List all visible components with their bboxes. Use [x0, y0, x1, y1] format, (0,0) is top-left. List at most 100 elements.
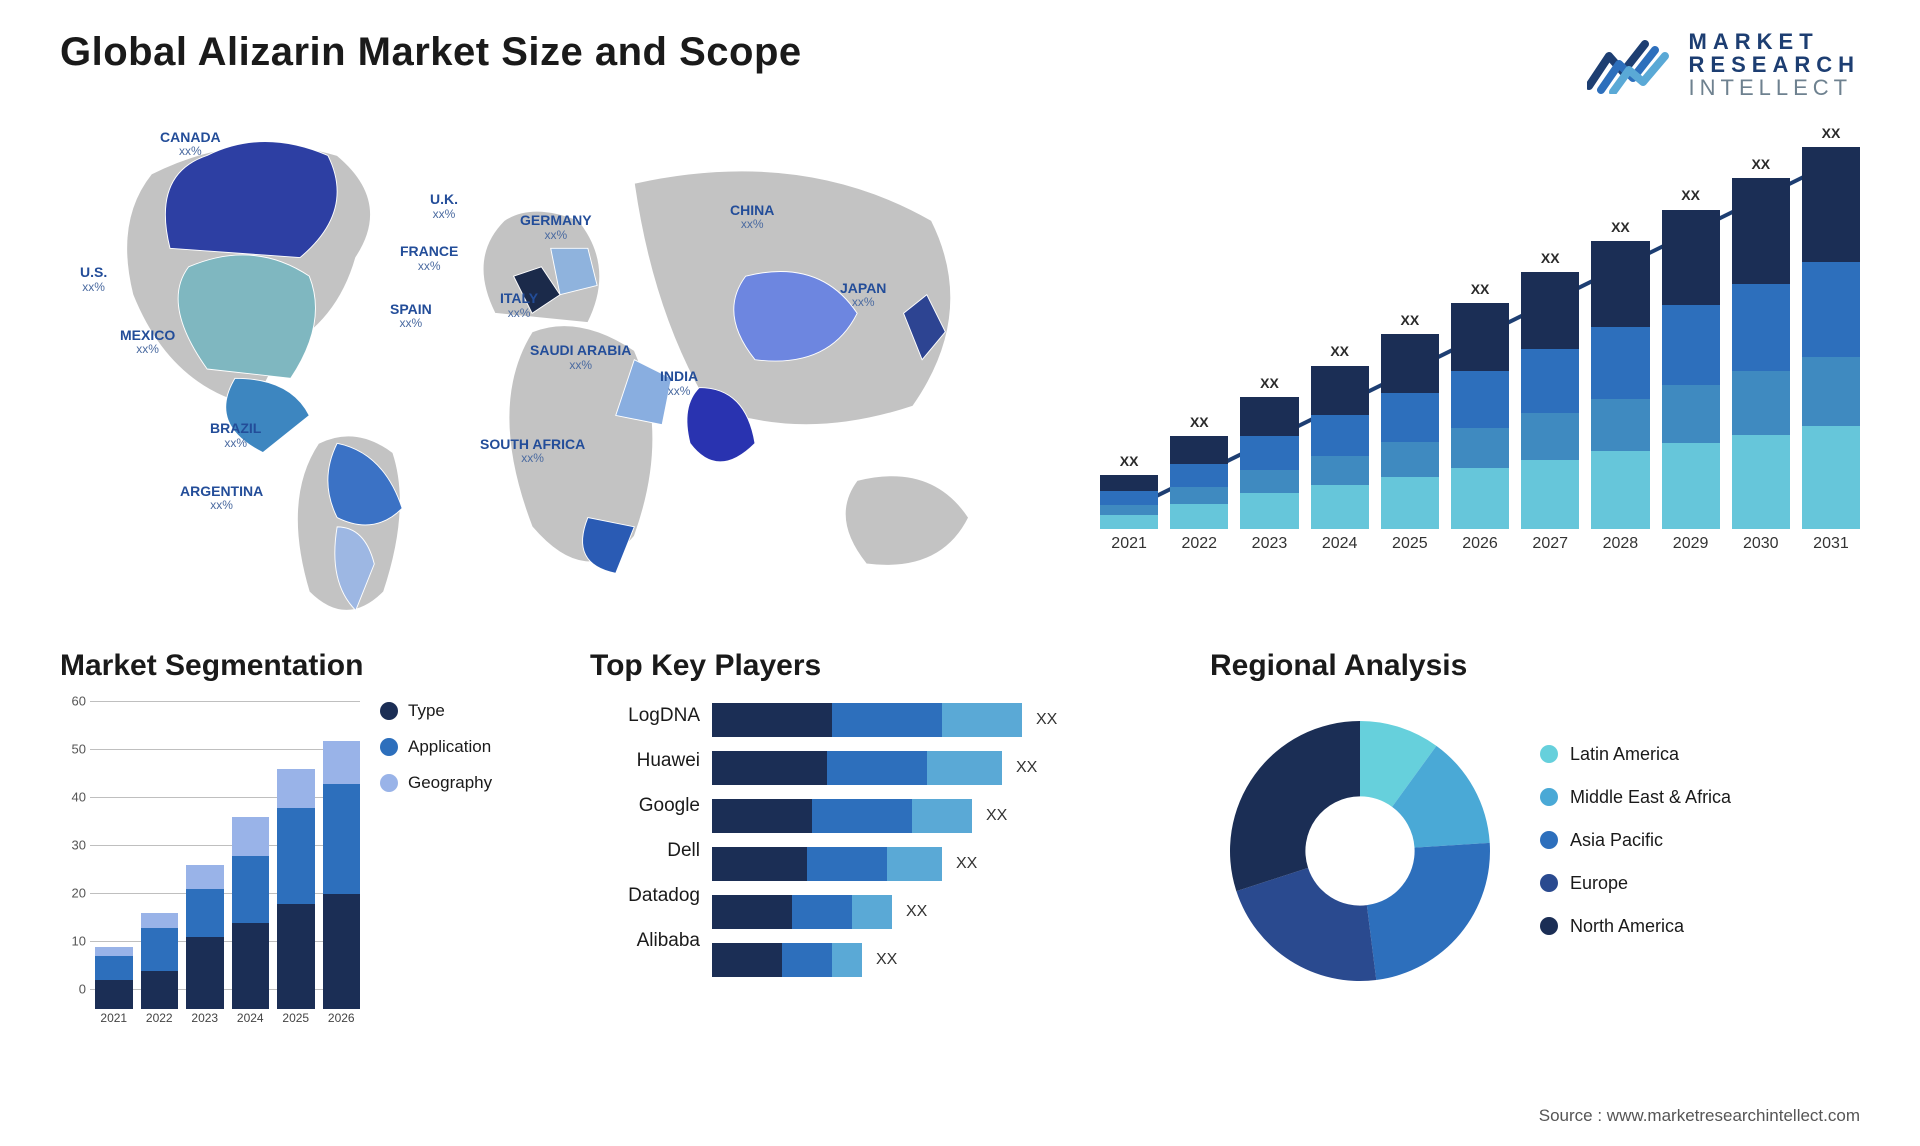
- legend-label: Middle East & Africa: [1570, 787, 1731, 808]
- player-bar-segment: [712, 751, 827, 785]
- growth-bar-segment: [1311, 456, 1369, 485]
- donut-segment: [1230, 721, 1360, 891]
- growth-year-label: 2030: [1732, 529, 1790, 559]
- player-bar-segment: [832, 703, 942, 737]
- growth-year-label: 2027: [1521, 529, 1579, 559]
- seg-bar-segment: [323, 894, 361, 1009]
- seg-ylabel: 30: [72, 838, 86, 853]
- player-bar-row: XX: [712, 943, 1180, 977]
- seg-bar: [141, 913, 179, 1009]
- player-bar: [712, 847, 942, 881]
- player-bar-row: XX: [712, 799, 1180, 833]
- growth-bar: XX: [1240, 397, 1298, 530]
- player-value: XX: [876, 951, 897, 969]
- regional-panel: Regional Analysis Latin America Middle Ea…: [1210, 649, 1860, 1099]
- seg-bar-segment: [141, 913, 179, 927]
- seg-ylabel: 10: [72, 934, 86, 949]
- seg-year-label: 2024: [232, 1011, 270, 1031]
- player-name: Alibaba: [590, 930, 700, 952]
- growth-year-label: 2022: [1170, 529, 1228, 559]
- donut-segment: [1236, 868, 1376, 981]
- legend-label: Geography: [408, 773, 492, 793]
- seg-bar-segment: [141, 971, 179, 1009]
- segmentation-legend: TypeApplicationGeography: [380, 701, 492, 1031]
- segmentation-chart: 0102030405060202120222023202420252026: [60, 701, 360, 1031]
- player-bar-segment: [927, 751, 1002, 785]
- growth-year-label: 2024: [1311, 529, 1369, 559]
- logo-mark-icon: [1587, 36, 1671, 94]
- player-bar-row: XX: [712, 847, 1180, 881]
- regional-legend: Latin AmericaMiddle East & AfricaAsia Pa…: [1540, 744, 1731, 959]
- growth-bar-segment: [1521, 460, 1579, 529]
- growth-bar-segment: [1381, 393, 1439, 442]
- player-bar-segment: [712, 895, 792, 929]
- seg-ylabel: 50: [72, 742, 86, 757]
- growth-bar: XX: [1451, 303, 1509, 529]
- growth-bar-label: XX: [1451, 281, 1509, 297]
- player-bar: [712, 895, 892, 929]
- seg-bar-segment: [141, 928, 179, 971]
- growth-bar: XX: [1381, 334, 1439, 529]
- players-panel: Top Key Players LogDNAHuaweiGoogleDellDa…: [590, 649, 1180, 1099]
- legend-dot-icon: [380, 702, 398, 720]
- player-bar-row: XX: [712, 703, 1180, 737]
- growth-bar-segment: [1662, 385, 1720, 443]
- growth-year-label: 2031: [1802, 529, 1860, 559]
- regional-title: Regional Analysis: [1210, 649, 1860, 683]
- growth-year-label: 2023: [1240, 529, 1298, 559]
- legend-label: Type: [408, 701, 445, 721]
- player-bar-row: XX: [712, 895, 1180, 929]
- player-bar-segment: [912, 799, 972, 833]
- player-bar-segment: [827, 751, 927, 785]
- player-bar-segment: [782, 943, 832, 977]
- logo-text: MARKET RESEARCH INTELLECT: [1689, 30, 1860, 99]
- growth-bar-segment: [1100, 515, 1158, 530]
- growth-bar-segment: [1451, 371, 1509, 428]
- seg-year-label: 2026: [323, 1011, 361, 1031]
- map-label-u-k-: U.K.xx%: [430, 192, 458, 221]
- seg-bar: [323, 741, 361, 1010]
- player-bar-segment: [852, 895, 892, 929]
- map-label-canada: CANADAxx%: [160, 130, 221, 159]
- header: Global Alizarin Market Size and Scope MA…: [0, 0, 1920, 109]
- seg-bar-segment: [95, 956, 133, 980]
- seg-bar: [95, 947, 133, 1009]
- growth-bar: XX: [1521, 272, 1579, 529]
- growth-bar-segment: [1732, 371, 1790, 434]
- map-label-south-africa: SOUTH AFRICAxx%: [480, 437, 585, 466]
- seg-legend-item: Type: [380, 701, 492, 721]
- regional-donut: [1210, 701, 1510, 1001]
- player-name: Datadog: [590, 885, 700, 907]
- legend-dot-icon: [380, 738, 398, 756]
- seg-bar-segment: [232, 923, 270, 1009]
- growth-bar-segment: [1451, 428, 1509, 469]
- seg-bar-segment: [232, 856, 270, 923]
- growth-bar-segment: [1591, 399, 1649, 451]
- player-bar-segment: [942, 703, 1022, 737]
- seg-bar-segment: [323, 741, 361, 784]
- legend-label: Latin America: [1570, 744, 1679, 765]
- player-bar: [712, 751, 1002, 785]
- segmentation-panel: Market Segmentation 01020304050602021202…: [60, 649, 560, 1099]
- growth-year-label: 2025: [1381, 529, 1439, 559]
- growth-bar-segment: [1591, 327, 1649, 399]
- growth-bar-label: XX: [1311, 343, 1369, 359]
- seg-bar-segment: [186, 937, 224, 1009]
- growth-bar-segment: [1451, 303, 1509, 371]
- growth-bar-segment: [1732, 284, 1790, 372]
- growth-bar-segment: [1521, 349, 1579, 413]
- growth-bar-segment: [1311, 415, 1369, 456]
- seg-bar: [186, 865, 224, 1009]
- growth-bar-segment: [1662, 305, 1720, 385]
- map-label-italy: ITALYxx%: [500, 291, 538, 320]
- growth-bar-segment: [1170, 504, 1228, 529]
- growth-bar: XX: [1662, 210, 1720, 530]
- world-map: CANADAxx%U.S.xx%MEXICOxx%BRAZILxx%ARGENT…: [60, 109, 1060, 629]
- seg-legend-item: Geography: [380, 773, 492, 793]
- player-name: Google: [590, 795, 700, 817]
- player-name: Dell: [590, 840, 700, 862]
- region-legend-item: Middle East & Africa: [1540, 787, 1731, 808]
- player-bar-segment: [807, 847, 887, 881]
- players-bars: XXXXXXXXXXXX: [712, 701, 1180, 977]
- player-value: XX: [1036, 711, 1057, 729]
